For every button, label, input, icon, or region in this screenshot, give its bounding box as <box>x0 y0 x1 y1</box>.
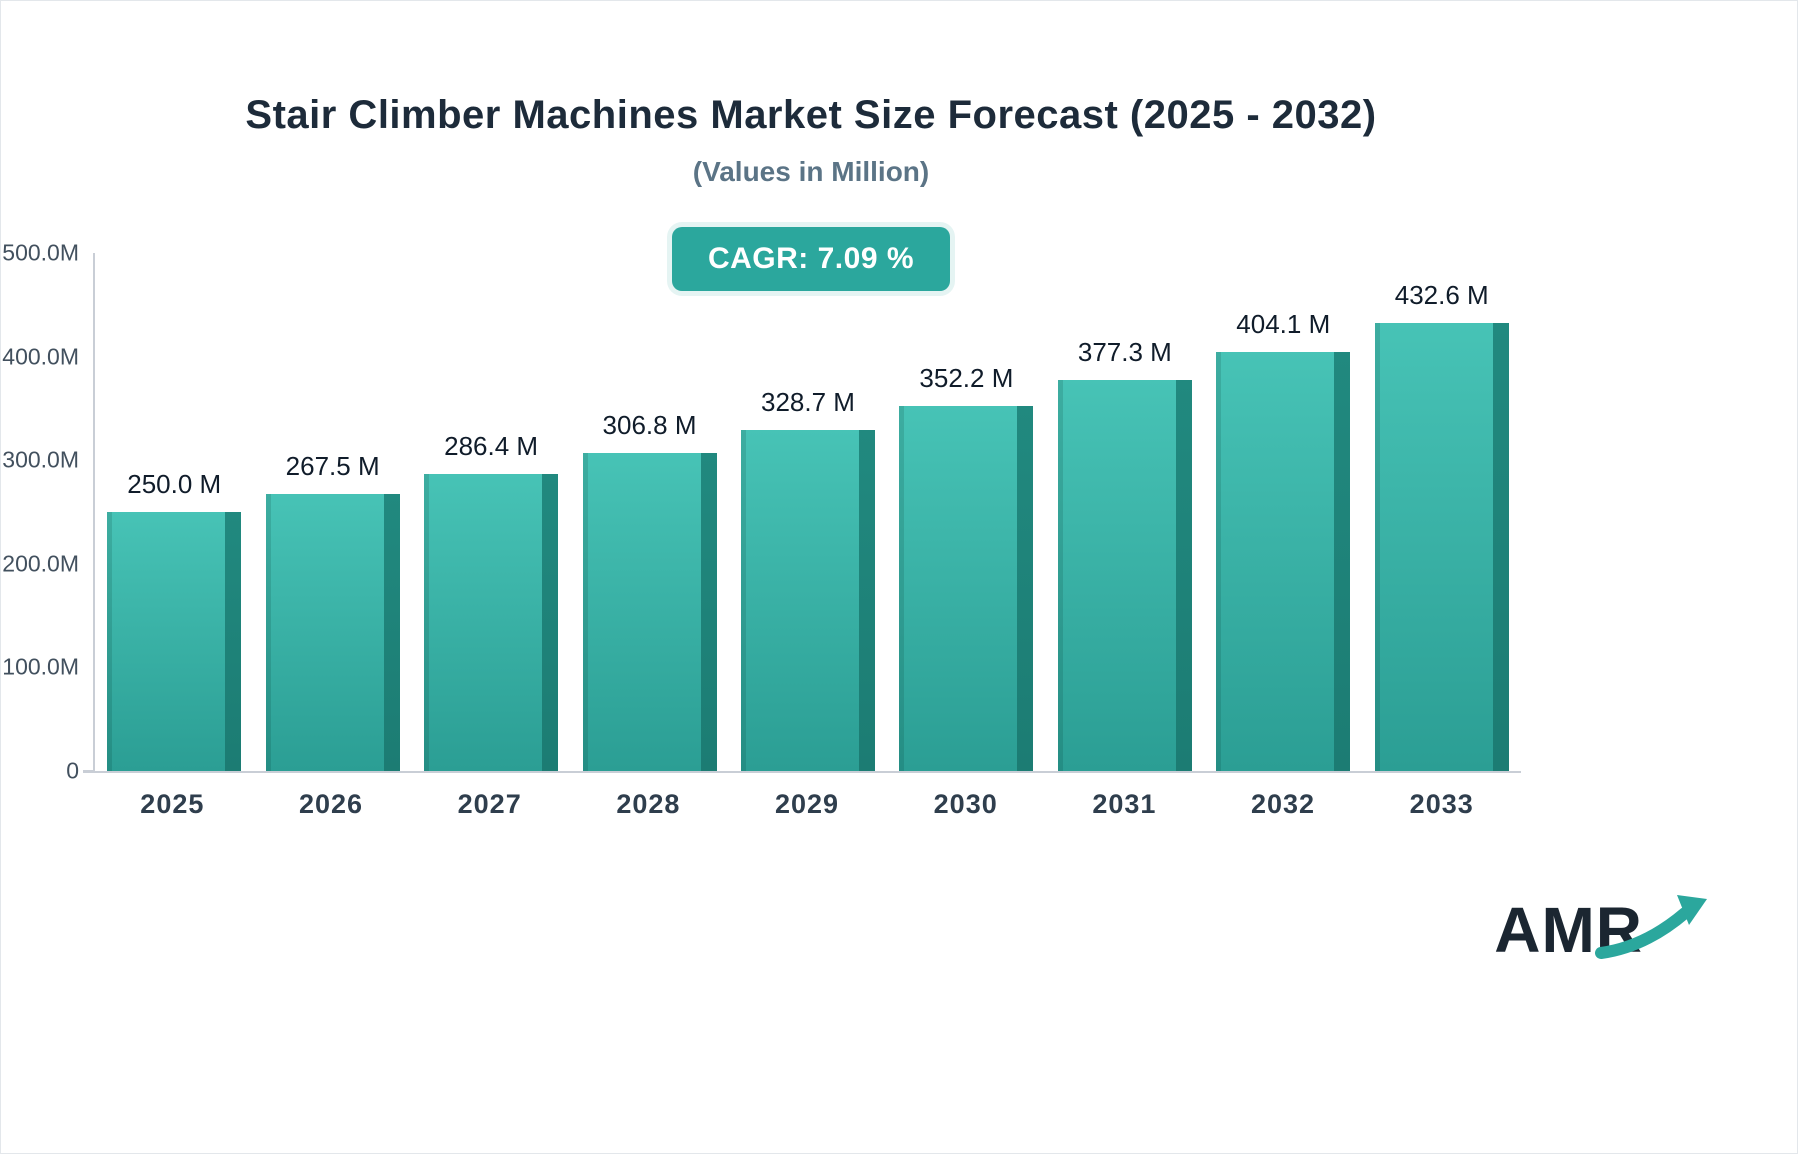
bar-value-label-2026: 267.5 M <box>285 450 380 481</box>
bar-2032: 404.1 M <box>1216 309 1351 771</box>
bar-slot-2031: 377.3 M <box>1046 253 1204 771</box>
y-axis-tick-label-100.0M: 100.0M <box>2 653 79 680</box>
plot-area: 250.0 M 267.5 M 286.4 M 306.8 M 328.7 M 352.2… <box>2 240 1521 784</box>
x-axis-label-2032: 2032 <box>1251 789 1316 819</box>
bar-slot-2032: 404.1 M <box>1204 253 1362 771</box>
bar-value-label-2027: 286.4 M <box>444 431 539 462</box>
bar-value-label-2025: 250.0 M <box>127 469 222 499</box>
bar-slot-2030: 352.2 M <box>887 253 1045 771</box>
bar-2031: 377.3 M <box>1057 337 1192 771</box>
bar-value-label-2031: 377.3 M <box>1077 337 1172 368</box>
chart-title: Stair Climber Machines Market Size Forec… <box>245 93 1377 137</box>
bar-slot-2027: 286.4 M <box>412 253 570 771</box>
amr-logo: AMR <box>1494 893 1713 967</box>
x-axis-label-2026: 2026 <box>298 789 364 819</box>
growth-arrow-icon <box>1595 895 1707 959</box>
zero-tick-mark <box>83 770 95 773</box>
bar-2028: 306.8 M <box>582 410 717 771</box>
bar-slot-2028: 306.8 M <box>570 253 728 771</box>
bar-2029: 328.7 M <box>740 387 875 771</box>
bar-value-label-2029: 328.7 M <box>760 387 855 418</box>
bar-value-label-2033: 432.6 M <box>1394 279 1489 310</box>
bar-2033: 432.6 M <box>1374 280 1509 772</box>
bar-value-label-2032: 404.1 M <box>1236 309 1331 340</box>
y-axis-tick-label-300.0M: 300.0M <box>2 446 79 473</box>
bar-slot-2029: 328.7 M <box>729 253 887 771</box>
bar-2025: 250.0 M <box>107 469 242 771</box>
x-axis-label-2025: 2025 <box>140 789 205 819</box>
bar-value-label-2030: 352.2 M <box>919 363 1014 394</box>
chart-subtitle: (Values in Million) <box>692 156 930 187</box>
chart-header: Stair Climber Machines Market Size Forec… <box>1 93 1621 188</box>
x-axis-label-2027: 2027 <box>457 789 522 819</box>
bar-2026: 267.5 M <box>265 451 400 772</box>
bar-slot-2033: 432.6 M <box>1363 253 1521 772</box>
y-axis-tick-label-500.0M: 500.0M <box>2 239 79 266</box>
x-axis-label-2031: 2031 <box>1092 789 1157 819</box>
cagr-badge-wrap: CAGR: 7.09 % <box>1 227 1621 291</box>
y-axis-tick-label-200.0M: 200.0M <box>2 550 79 577</box>
bar-slot-2026: 267.5 M <box>253 253 411 772</box>
y-axis-tick-label-400.0M: 400.0M <box>2 343 79 370</box>
x-axis-label-2030: 2030 <box>933 789 998 819</box>
bar-2030: 352.2 M <box>899 363 1034 771</box>
x-axis-label-2033: 2033 <box>1409 789 1474 819</box>
bar-2027: 286.4 M <box>424 431 559 771</box>
x-axis-label-2029: 2029 <box>774 789 840 819</box>
x-axis-label-2028: 2028 <box>616 789 681 819</box>
cagr-badge: CAGR: 7.09 % <box>671 227 951 291</box>
x-axis-labels: 2025 2026 2027 2028 2029 2030 2031 2032 2033 <box>93 789 1521 820</box>
bar-slot-2025: 250.0 M <box>95 253 253 771</box>
y-axis-tick-label-0: 0 <box>66 757 79 784</box>
bar-value-label-2028: 306.8 M <box>602 410 697 441</box>
